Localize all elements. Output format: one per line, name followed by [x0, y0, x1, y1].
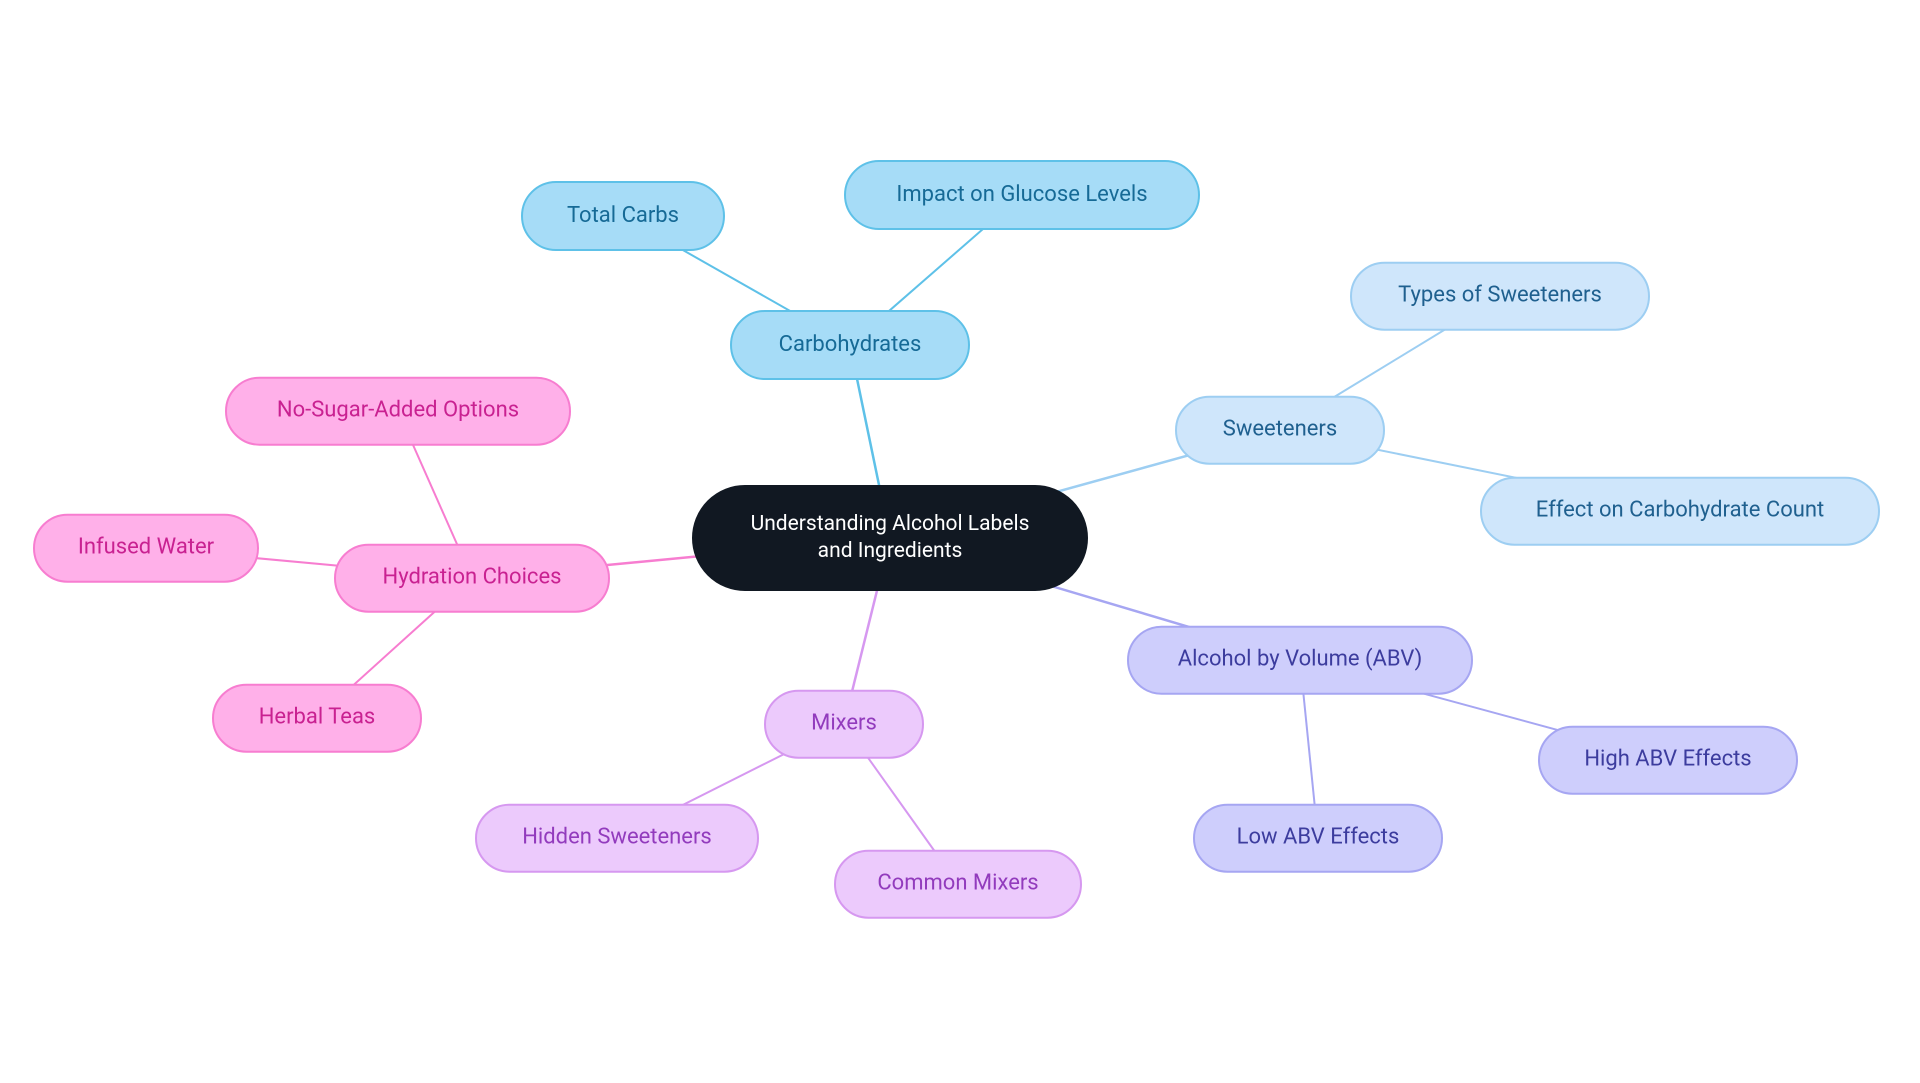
- node-glucose: Impact on Glucose Levels: [844, 160, 1200, 230]
- node-common_mixers: Common Mixers: [834, 850, 1082, 919]
- node-root: Understanding Alcohol Labels and Ingredi…: [692, 485, 1088, 591]
- node-carbs: Carbohydrates: [730, 310, 970, 380]
- node-herbal_teas: Herbal Teas: [212, 684, 422, 753]
- node-total_carbs: Total Carbs: [521, 181, 725, 251]
- node-no_sugar: No-Sugar-Added Options: [225, 377, 571, 446]
- node-high_abv: High ABV Effects: [1538, 726, 1798, 795]
- node-mixers: Mixers: [764, 690, 924, 759]
- node-sweetener_types: Types of Sweeteners: [1350, 262, 1650, 331]
- node-infused_water: Infused Water: [33, 514, 259, 583]
- node-hydration: Hydration Choices: [334, 544, 610, 613]
- node-hidden_sweeteners: Hidden Sweeteners: [475, 804, 759, 873]
- node-low_abv: Low ABV Effects: [1193, 804, 1443, 873]
- node-sweetener_effect: Effect on Carbohydrate Count: [1480, 477, 1880, 546]
- node-sweeteners: Sweeteners: [1175, 396, 1385, 465]
- node-abv: Alcohol by Volume (ABV): [1127, 626, 1473, 695]
